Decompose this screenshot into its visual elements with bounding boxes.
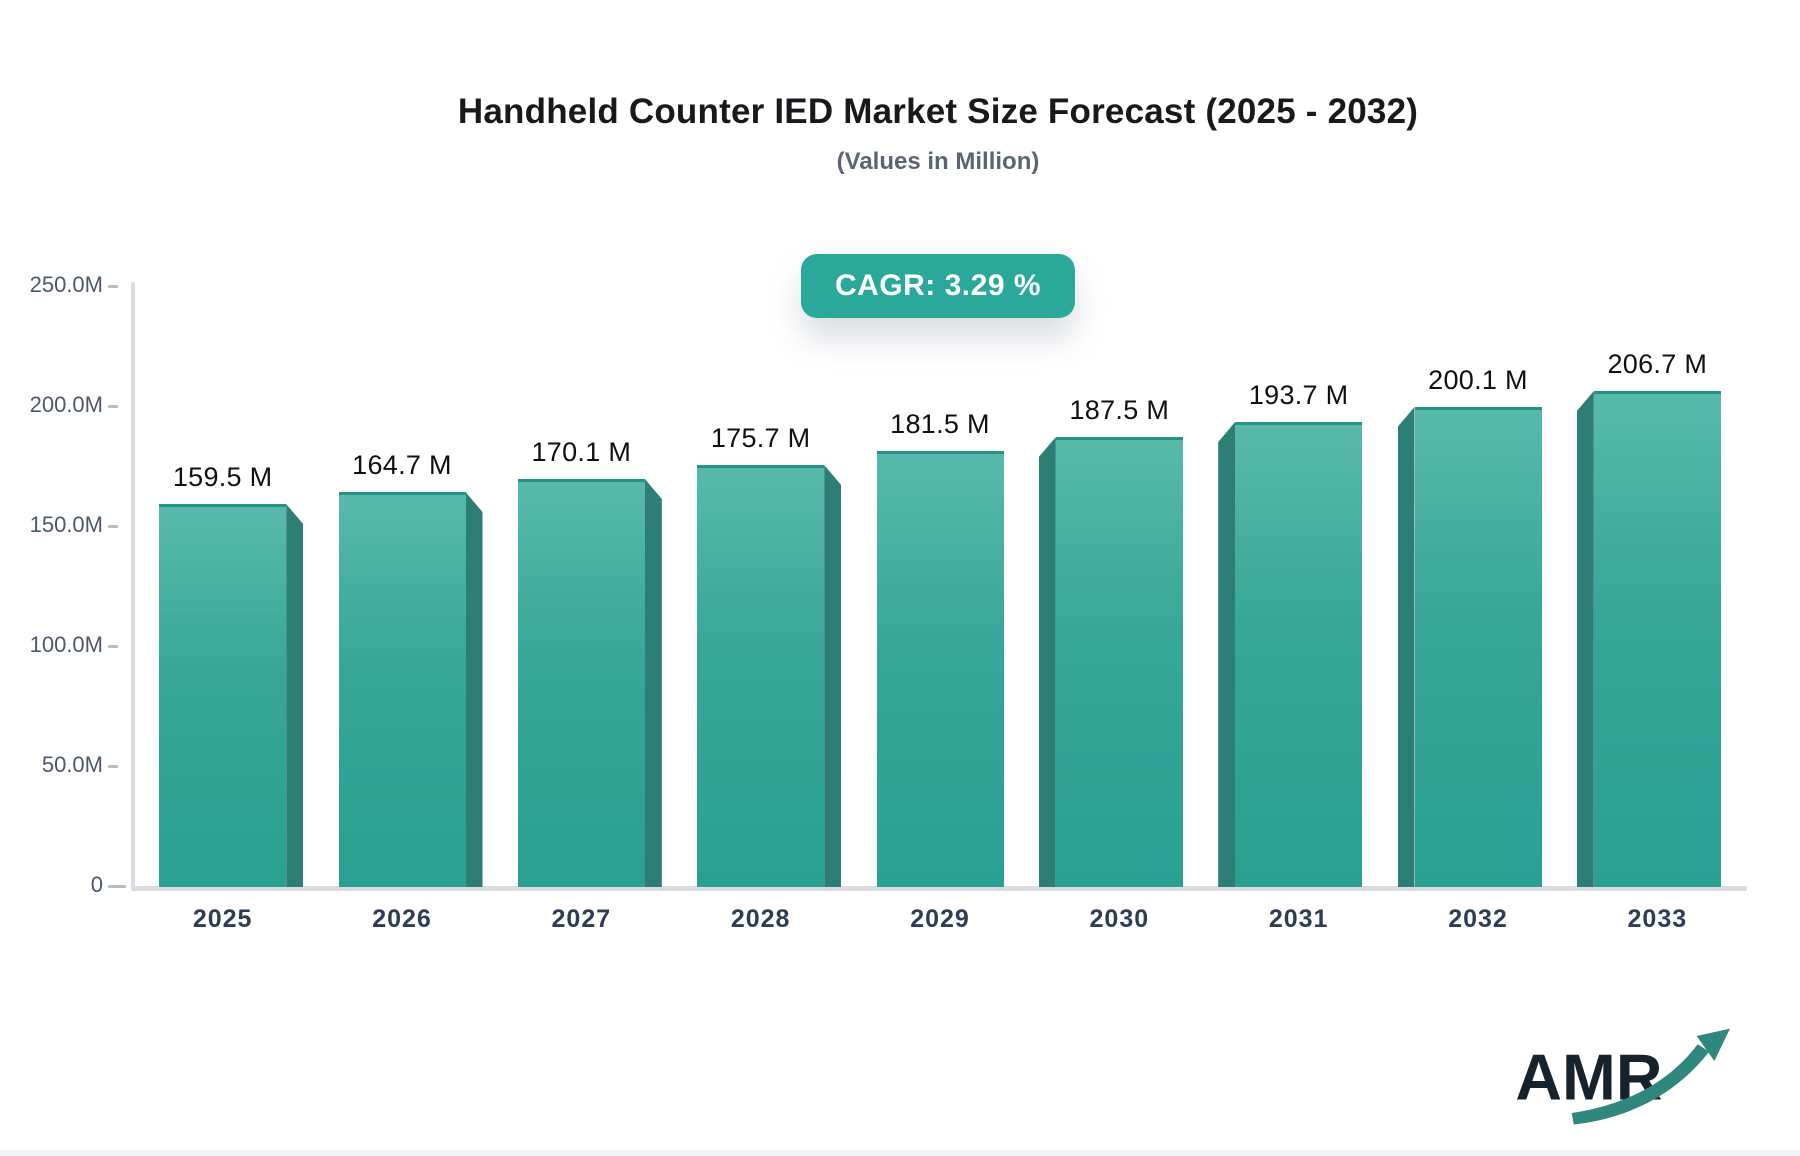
x-axis-label: 2030 xyxy=(1089,905,1150,933)
bar-value-label: 187.5 M xyxy=(1069,395,1170,425)
bar-value-label: 175.7 M xyxy=(710,423,811,453)
bar-value-label: 170.1 M xyxy=(531,437,632,467)
bar-value-label: 206.7 M xyxy=(1607,349,1708,379)
bar-side-face xyxy=(1397,407,1415,887)
x-axis-label: 2032 xyxy=(1448,905,1508,933)
y-axis-tick xyxy=(108,885,126,888)
cagr-badge: CAGR: 3.29 % xyxy=(800,254,1076,318)
x-axis-line xyxy=(131,886,1747,891)
x-axis-label: 2029 xyxy=(910,905,970,933)
x-axis-label: 2031 xyxy=(1268,905,1329,933)
y-axis-tick xyxy=(108,285,118,288)
growth-arrow-icon xyxy=(1571,1028,1730,1125)
bottom-edge-divider xyxy=(0,1150,1800,1156)
page-subtitle: (Values in Million) xyxy=(836,148,1040,175)
x-axis-label: 2027 xyxy=(551,905,612,933)
bar-value-label: 181.5 M xyxy=(890,409,990,439)
y-axis-line xyxy=(131,282,135,890)
y-axis-tick xyxy=(108,765,118,768)
y-axis-tick xyxy=(108,405,118,408)
bar-side-face xyxy=(1038,437,1056,887)
x-axis-label: 2028 xyxy=(730,905,791,933)
bar-value-label: 159.5 M xyxy=(172,462,273,492)
bar-front-face xyxy=(1414,407,1542,887)
bar-front-face xyxy=(1235,422,1363,887)
page-title: Handheld Counter IED Market Size Forecas… xyxy=(457,92,1419,131)
bar-side-face xyxy=(824,465,842,887)
y-axis-label: 0 xyxy=(90,872,103,897)
y-axis-label: 150.0M xyxy=(29,512,103,537)
y-axis-label: 250.0M xyxy=(29,272,103,297)
bar-side-face xyxy=(1218,422,1236,887)
y-axis-label: 100.0M xyxy=(29,632,103,657)
bar-front-face xyxy=(1593,391,1721,887)
x-axis-label: 2033 xyxy=(1627,905,1688,933)
bar-side-face xyxy=(286,504,304,887)
y-axis-label: 50.0M xyxy=(41,752,103,777)
x-axis-label: 2025 xyxy=(192,905,253,933)
bar-front-face xyxy=(517,479,645,887)
bar-front-face xyxy=(697,465,825,887)
x-axis-label: 2026 xyxy=(372,905,432,933)
bar-front-face xyxy=(876,451,1004,887)
amr-logo: AMR xyxy=(1515,1028,1730,1125)
bar-side-face xyxy=(1576,391,1594,887)
bar-front-face xyxy=(338,492,466,887)
bar-front-face xyxy=(1055,437,1183,887)
bar-value-label: 164.7 M xyxy=(352,450,452,480)
y-axis-label: 200.0M xyxy=(29,392,103,417)
bar-front-face xyxy=(159,504,287,887)
y-axis-tick xyxy=(108,525,118,528)
bar-side-face xyxy=(465,492,483,887)
bar-side-face xyxy=(644,479,662,887)
bar-value-label: 193.7 M xyxy=(1248,380,1349,410)
bar-value-label: 200.1 M xyxy=(1428,365,1528,395)
y-axis-tick xyxy=(108,645,118,648)
